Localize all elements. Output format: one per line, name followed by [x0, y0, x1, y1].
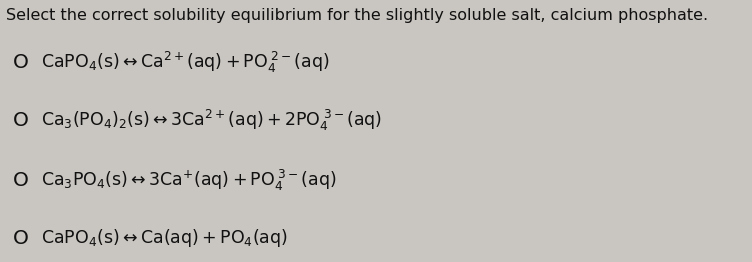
Text: O: O — [13, 111, 29, 130]
Text: O: O — [13, 171, 29, 190]
Text: O: O — [13, 229, 29, 248]
Text: O: O — [13, 53, 29, 72]
Text: $\mathrm{Ca_3PO_4(s) \leftrightarrow 3Ca^{+}(aq) + PO_4^{\;3-}(aq)}$: $\mathrm{Ca_3PO_4(s) \leftrightarrow 3Ca… — [41, 168, 337, 193]
Text: $\mathrm{Ca_3(PO_4)_2(s) \leftrightarrow 3Ca^{2+}(aq) + 2PO_4^{\;3-}(aq)}$: $\mathrm{Ca_3(PO_4)_2(s) \leftrightarrow… — [41, 108, 382, 133]
Text: $\mathrm{CaPO_4(s) \leftrightarrow Ca(aq) + PO_4(aq)}$: $\mathrm{CaPO_4(s) \leftrightarrow Ca(aq… — [41, 227, 288, 249]
Text: $\mathrm{CaPO_4(s) \leftrightarrow Ca^{2+}(aq) + PO_4^{\;2-}(aq)}$: $\mathrm{CaPO_4(s) \leftrightarrow Ca^{2… — [41, 50, 330, 75]
Text: Select the correct solubility equilibrium for the slightly soluble salt, calcium: Select the correct solubility equilibriu… — [6, 8, 708, 23]
